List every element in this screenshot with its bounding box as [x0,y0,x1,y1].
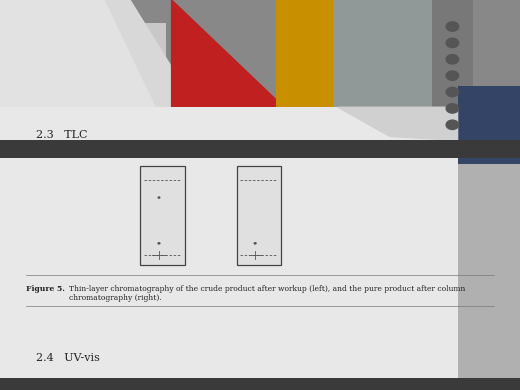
Circle shape [446,22,459,31]
Polygon shape [172,0,286,109]
Text: 2.4   UV-vis: 2.4 UV-vis [36,353,100,363]
Polygon shape [0,0,156,109]
Circle shape [446,71,459,80]
Circle shape [446,120,459,129]
Circle shape [446,55,459,64]
FancyBboxPatch shape [458,86,520,164]
FancyBboxPatch shape [0,107,458,390]
Text: Thin-layer chromatography of the crude product after workup (left), and the pure: Thin-layer chromatography of the crude p… [69,285,465,302]
FancyBboxPatch shape [333,0,447,125]
FancyBboxPatch shape [0,105,452,390]
Circle shape [446,38,459,48]
FancyBboxPatch shape [237,166,281,265]
Circle shape [446,87,459,97]
FancyBboxPatch shape [0,378,520,390]
FancyBboxPatch shape [0,0,520,109]
Text: 2.3   TLC: 2.3 TLC [36,130,88,140]
Polygon shape [338,107,458,140]
Circle shape [158,197,160,198]
FancyBboxPatch shape [140,166,185,265]
Circle shape [446,104,459,113]
Polygon shape [0,0,198,109]
Text: Figure 5.: Figure 5. [26,285,73,293]
Circle shape [158,243,160,244]
FancyBboxPatch shape [0,23,166,109]
FancyBboxPatch shape [276,0,343,109]
FancyBboxPatch shape [432,0,473,136]
Circle shape [254,243,256,244]
FancyBboxPatch shape [0,140,520,158]
